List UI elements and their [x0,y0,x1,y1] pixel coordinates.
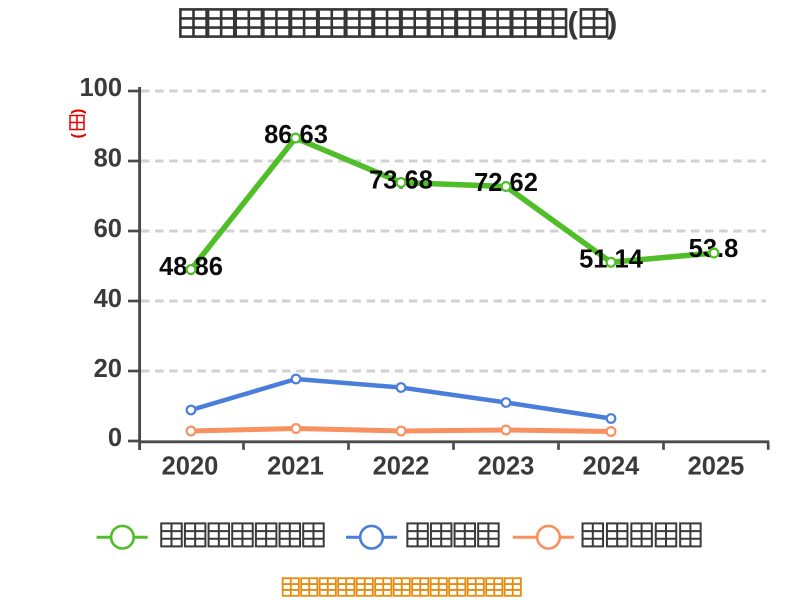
svg-text:60: 60 [94,215,122,243]
svg-text:(: ( [70,133,87,139]
svg-text:2022: 2022 [373,453,430,481]
svg-text:2025: 2025 [688,453,745,481]
svg-text:2024: 2024 [583,453,641,481]
svg-text:100: 100 [79,74,122,102]
svg-text:(: ( [568,5,579,40]
svg-text:2023: 2023 [478,453,535,481]
svg-text:2020: 2020 [162,453,219,481]
svg-text:40: 40 [94,285,122,313]
svg-text:80: 80 [94,145,122,173]
svg-text:0: 0 [108,424,122,452]
svg-text:): ) [70,109,87,114]
svg-text:): ) [607,5,617,40]
svg-text:2021: 2021 [267,453,324,481]
svg-text:20: 20 [94,355,122,383]
